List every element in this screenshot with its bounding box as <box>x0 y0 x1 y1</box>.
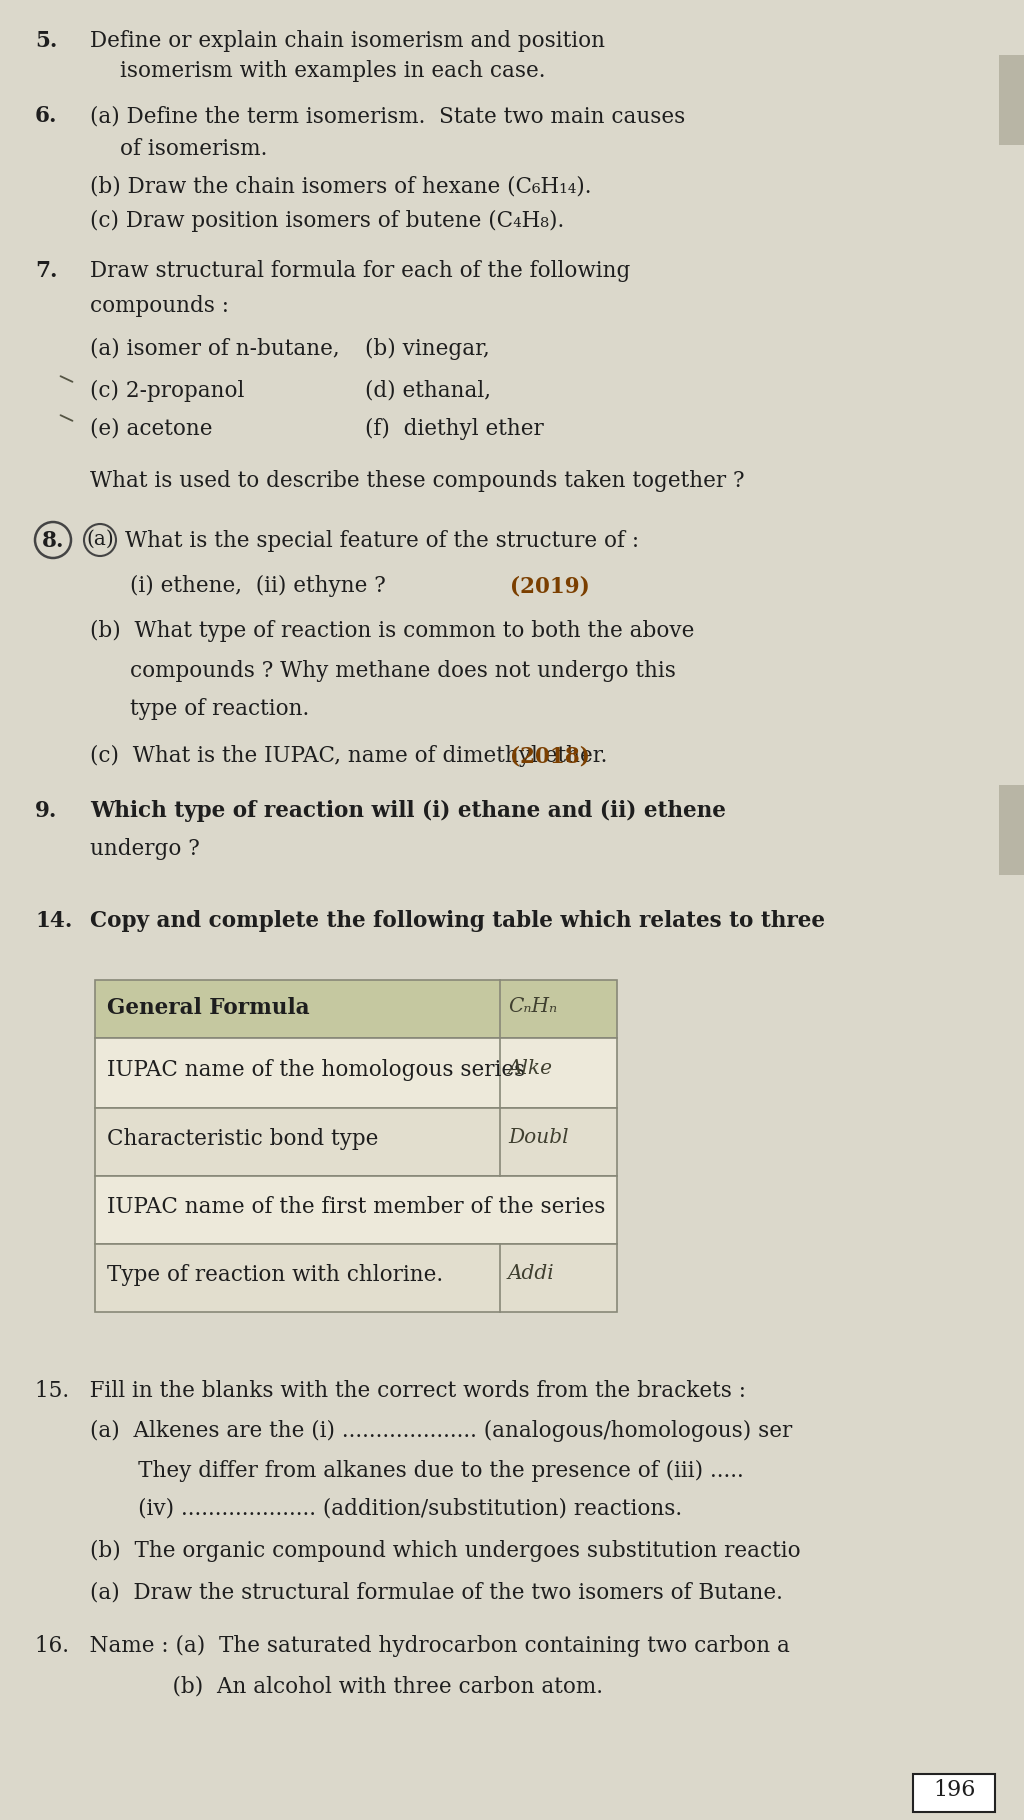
Text: IUPAC name of the homologous series: IUPAC name of the homologous series <box>106 1059 525 1081</box>
Bar <box>999 55 1024 146</box>
Text: (a) Define the term isomerism.  State two main causes: (a) Define the term isomerism. State two… <box>90 106 685 127</box>
Text: (e) acetone: (e) acetone <box>90 419 213 440</box>
FancyBboxPatch shape <box>913 1774 995 1813</box>
Text: 5.: 5. <box>35 29 57 53</box>
Text: CₙHₙ: CₙHₙ <box>508 997 557 1016</box>
Text: (c)  What is the IUPAC, name of dimethyl ether.: (c) What is the IUPAC, name of dimethyl … <box>90 744 607 766</box>
Text: Characteristic bond type: Characteristic bond type <box>106 1128 379 1150</box>
Text: 15.   Fill in the blanks with the correct words from the brackets :: 15. Fill in the blanks with the correct … <box>35 1380 746 1401</box>
Text: 7.: 7. <box>35 260 57 282</box>
Text: compounds :: compounds : <box>90 295 229 317</box>
Text: isomerism with examples in each case.: isomerism with examples in each case. <box>120 60 546 82</box>
Text: (a) isomer of n-butane,: (a) isomer of n-butane, <box>90 339 340 360</box>
Text: (a)  Draw the structural formulae of the two isomers of Butane.: (a) Draw the structural formulae of the … <box>35 1582 783 1603</box>
Text: (b)  What type of reaction is common to both the above: (b) What type of reaction is common to b… <box>90 621 694 642</box>
Text: 196: 196 <box>933 1778 975 1802</box>
Bar <box>95 1245 617 1312</box>
Text: type of reaction.: type of reaction. <box>130 699 309 721</box>
Bar <box>95 1108 617 1176</box>
Text: compounds ? Why methane does not undergo this: compounds ? Why methane does not undergo… <box>130 661 676 682</box>
Text: (a)  Alkenes are the (i) .................... (analogous/homologous) ser: (a) Alkenes are the (i) ................… <box>35 1420 793 1441</box>
Text: (b)  An alcohol with three carbon atom.: (b) An alcohol with three carbon atom. <box>35 1674 603 1696</box>
Text: of isomerism.: of isomerism. <box>120 138 267 160</box>
Text: (c) Draw position isomers of butene (C₄H₈).: (c) Draw position isomers of butene (C₄H… <box>90 209 564 233</box>
Text: (b) Draw the chain isomers of hexane (C₆H₁₄).: (b) Draw the chain isomers of hexane (C₆… <box>90 175 592 197</box>
Text: (2019): (2019) <box>510 575 590 597</box>
Text: 6.: 6. <box>35 106 57 127</box>
Text: (b) vinegar,: (b) vinegar, <box>365 339 489 360</box>
Text: Define or explain chain isomerism and position: Define or explain chain isomerism and po… <box>90 29 605 53</box>
Text: They differ from alkanes due to the presence of (iii) .....: They differ from alkanes due to the pres… <box>35 1460 743 1481</box>
Text: 16.   Name : (a)  The saturated hydrocarbon containing two carbon a: 16. Name : (a) The saturated hydrocarbon… <box>35 1634 790 1656</box>
Text: What is used to describe these compounds taken together ?: What is used to describe these compounds… <box>90 470 744 491</box>
Text: Copy and complete the following table which relates to three: Copy and complete the following table wh… <box>90 910 825 932</box>
Bar <box>999 784 1024 875</box>
Text: (i) ethene,  (ii) ethyne ?: (i) ethene, (ii) ethyne ? <box>130 575 386 597</box>
Text: (b)  The organic compound which undergoes substitution reactio: (b) The organic compound which undergoes… <box>35 1540 801 1562</box>
Text: (2018): (2018) <box>510 744 590 766</box>
Text: General Formula: General Formula <box>106 997 309 1019</box>
Text: Addi: Addi <box>508 1265 555 1283</box>
Text: 9.: 9. <box>35 801 57 823</box>
Text: Draw structural formula for each of the following: Draw structural formula for each of the … <box>90 260 631 282</box>
Text: (f)  diethyl ether: (f) diethyl ether <box>365 419 544 440</box>
Text: Doubl: Doubl <box>508 1128 568 1147</box>
Text: (a): (a) <box>86 530 114 550</box>
Text: Type of reaction with chlorine.: Type of reaction with chlorine. <box>106 1265 443 1287</box>
Text: 8.: 8. <box>42 530 65 551</box>
Bar <box>95 1176 617 1245</box>
Text: 14.: 14. <box>35 910 73 932</box>
Text: (c) 2-propanol: (c) 2-propanol <box>90 380 245 402</box>
Text: Alke: Alke <box>508 1059 553 1077</box>
Text: (d) ethanal,: (d) ethanal, <box>365 380 490 402</box>
Text: undergo ?: undergo ? <box>90 837 200 861</box>
Text: IUPAC name of the first member of the series: IUPAC name of the first member of the se… <box>106 1196 605 1218</box>
Text: What is the special feature of the structure of :: What is the special feature of the struc… <box>125 530 639 551</box>
Text: Which type of reaction will (i) ethane and (ii) ethene: Which type of reaction will (i) ethane a… <box>90 801 726 823</box>
Bar <box>95 1037 617 1108</box>
Text: (iv) .................... (addition/substitution) reactions.: (iv) .................... (addition/subs… <box>35 1498 682 1520</box>
Bar <box>95 979 617 1037</box>
